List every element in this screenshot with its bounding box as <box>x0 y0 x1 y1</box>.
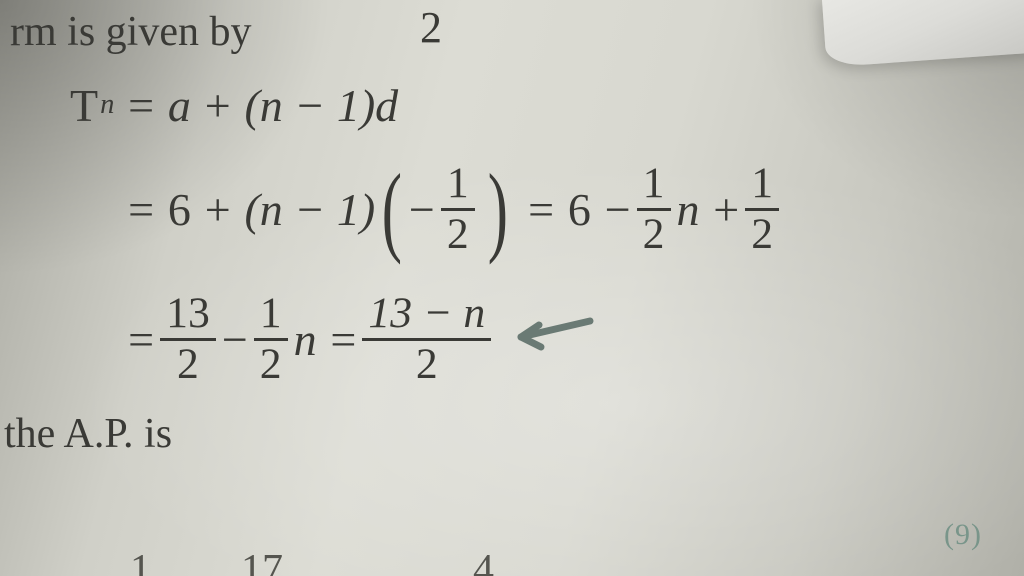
fraction-half-n: 1 2 <box>637 160 671 258</box>
lhs-T: T <box>70 79 98 132</box>
frac-den: 2 <box>745 211 779 259</box>
big-paren-group: ( − 1 2 ) <box>375 160 514 258</box>
stray-numeral: 2 <box>420 2 442 53</box>
eq-sign: = <box>528 183 554 236</box>
equation-line-1: Tn = a + (n − 1)d <box>70 66 984 144</box>
rhs-nminus1: (n − 1) <box>244 79 375 132</box>
eq-sign: = <box>330 313 356 366</box>
fraction-13-2: 13 2 <box>160 290 216 388</box>
intro-text: rm is given by <box>10 8 984 56</box>
equation-line-2: Tn = 6 + (n − 1) ( − 1 2 ) = 6 − 1 2 <box>70 144 984 274</box>
frac-den: 2 <box>637 211 671 259</box>
fraction-1-2: 1 2 <box>254 290 288 388</box>
frac-num: 1 <box>637 160 671 208</box>
page-content: 2 rm is given by Tn = a + (n − 1)d Tn = … <box>0 0 1024 458</box>
frac-den: 2 <box>410 341 444 389</box>
partial-1: 1 <box>130 546 151 576</box>
nminus1: (n − 1) <box>244 183 375 236</box>
op-minus: − <box>222 313 248 366</box>
annotation-arrow-icon <box>505 311 595 368</box>
rhs-d: d <box>375 79 398 132</box>
outro-text: the A.P. is <box>4 410 984 458</box>
fraction-half: 1 2 <box>745 160 779 258</box>
var-n: n <box>677 183 700 236</box>
frac-den: 2 <box>441 211 475 259</box>
frac-num: 13 <box>160 290 216 338</box>
frac-num: 1 <box>745 160 779 208</box>
frac-num-text: 13 − n <box>368 289 485 337</box>
op-plus: + <box>205 79 231 132</box>
fraction-13-n-2: 13 − n 2 <box>362 290 491 388</box>
frac-den: 2 <box>254 341 288 389</box>
right-paren-icon: ) <box>487 174 507 245</box>
partial-2: 17 <box>241 546 283 576</box>
num-6: 6 <box>168 183 191 236</box>
var-n: n <box>294 313 317 366</box>
frac-num: 13 − n <box>362 290 491 338</box>
op-minus: − <box>605 183 631 236</box>
frac-den: 2 <box>171 341 205 389</box>
num-6: 6 <box>568 183 591 236</box>
eq-sign: = <box>128 313 154 366</box>
equation-block: Tn = a + (n − 1)d Tn = 6 + (n − 1) ( − 1… <box>70 66 984 404</box>
frac-num: 1 <box>441 160 475 208</box>
eq-sign: = <box>128 183 154 236</box>
outro-fragment: the A.P. is <box>4 411 172 457</box>
frac-num: 1 <box>254 290 288 338</box>
fraction-neg-half: 1 2 <box>441 160 475 258</box>
op-plus: + <box>713 183 739 236</box>
rhs-a: a <box>168 79 191 132</box>
left-paren-icon: ( <box>382 174 402 245</box>
equation-line-3: Tn = 13 2 − 1 2 n = 13 − n 2 <box>70 274 984 404</box>
op-plus: + <box>205 183 231 236</box>
partial-3: 4 <box>473 546 494 576</box>
neg-sign: − <box>409 183 435 236</box>
lhs-subscript-n: n <box>100 89 114 121</box>
cutoff-bottom-text: 1 17 4 <box>0 536 1024 576</box>
intro-fragment: rm is given by <box>10 9 251 55</box>
